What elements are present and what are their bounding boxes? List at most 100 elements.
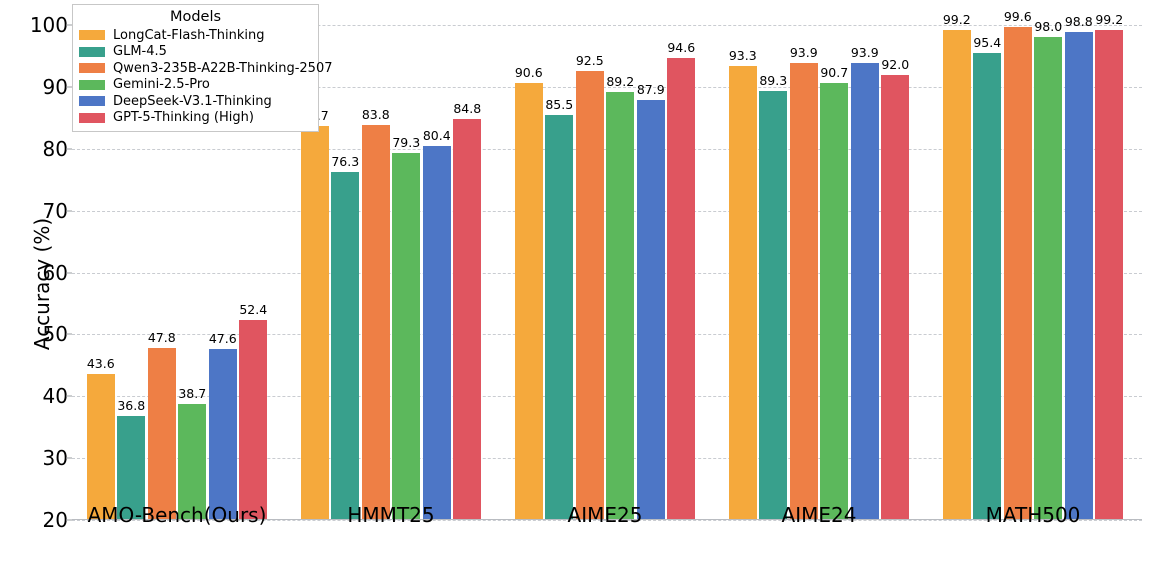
bar-item[interactable]: 89.2 [606,25,635,520]
bar-value-label: 90.7 [820,64,849,80]
y-tick-mark [66,519,72,521]
bar-item[interactable]: 99.2 [942,12,971,520]
bar-item[interactable]: 95.4 [973,25,1002,520]
bar[interactable] [820,82,849,520]
gridline [72,25,1142,26]
bar-value-label: 94.6 [667,40,696,56]
bar[interactable] [1034,37,1063,520]
bar[interactable] [881,74,910,520]
bar-item[interactable]: 92.0 [881,25,910,520]
bar-item[interactable]: 99.6 [1003,9,1032,520]
bar-item[interactable]: 83.7 [300,25,329,520]
bar[interactable] [514,83,543,520]
y-tick-mark [66,210,72,212]
bar-item[interactable]: 90.6 [514,25,543,520]
legend-label: DeepSeek-V3.1-Thinking [113,93,272,109]
legend-rows: LongCat-Flash-Thinking GLM-4.5 Qwen3-235B-… [79,27,333,127]
bar-item[interactable]: 90.7 [820,25,849,520]
legend-item[interactable]: Gemini-2.5-Pro [79,77,312,94]
bar-item[interactable]: 93.9 [850,25,879,520]
y-tick-label: 70 [42,198,68,223]
bar-item[interactable]: 52.4 [239,25,268,520]
bar[interactable] [545,114,574,520]
bar[interactable] [361,125,390,520]
bar[interactable] [973,53,1002,520]
bar-item[interactable]: 84.8 [453,25,482,520]
bar[interactable] [636,99,665,520]
legend-item[interactable]: GPT-5-Thinking (High) [79,110,312,127]
bar-value-label: 79.3 [392,135,421,151]
bar[interactable] [667,58,696,520]
bar-item[interactable]: 93.9 [789,25,818,520]
bar[interactable] [422,146,451,520]
bar-value-label: 89.2 [606,73,635,89]
legend-color-swatch [79,79,105,90]
bar[interactable] [606,91,635,520]
bar-item[interactable]: 47.8 [147,25,176,520]
bar-value-label: 93.3 [728,48,757,64]
bar-item[interactable]: 94.6 [667,25,696,520]
bar-value-label: 85.5 [545,96,574,112]
bar-item[interactable]: 76.3 [331,25,360,520]
y-tick-label: 20 [42,508,68,532]
bar-item[interactable]: 83.8 [361,25,390,520]
bar-value-label: 36.8 [117,398,146,414]
y-tick-mark [66,333,72,335]
gridline [72,520,1142,521]
bar-item[interactable]: 98.0 [1034,19,1063,520]
legend-label: Gemini-2.5-Pro [113,77,210,93]
legend-item[interactable]: GLM-4.5 [79,44,312,61]
bar-item[interactable]: 98.8 [1064,14,1093,520]
bar-item[interactable]: 80.4 [422,25,451,520]
bar-group: 93.3 89.3 93.9 90.7 93.9 92.0 [728,25,910,520]
bar[interactable] [1003,27,1032,520]
bar[interactable] [86,373,115,520]
bar-item[interactable]: 92.5 [575,25,604,520]
bar[interactable] [1095,29,1124,520]
legend-item[interactable]: Qwen3-235B-A22B-Thinking-2507 [79,60,333,77]
bar[interactable] [850,62,879,520]
bar[interactable] [789,62,818,520]
bar[interactable] [239,319,268,520]
bar[interactable] [1064,32,1093,520]
bar[interactable] [728,66,757,520]
x-tick-label: MATH500 [985,503,1081,527]
bar-item[interactable]: 93.3 [728,25,757,520]
bar-item[interactable]: 47.6 [208,25,237,520]
bar[interactable] [575,71,604,520]
bar[interactable] [331,171,360,520]
plot-area: 43.6 36.8 47.8 38.7 47.652.4 83.776.3 83.879.3… [72,9,1142,521]
bar[interactable] [453,119,482,520]
bar[interactable] [178,404,207,520]
x-axis-line [72,519,1142,520]
bar-item[interactable]: 99.2 [1095,12,1124,520]
x-tick-label: AIME24 [781,503,857,527]
bar[interactable] [759,91,788,520]
bar-item[interactable]: 85.5 [545,25,574,520]
bar-value-label: 89.3 [759,73,788,89]
bar[interactable] [300,125,329,520]
bar[interactable] [392,153,421,520]
bar-value-label: 52.4 [239,301,268,317]
bar-item[interactable]: 43.6 [86,25,115,520]
legend-label: LongCat-Flash-Thinking [113,27,265,43]
bar-value-label: 98.8 [1064,14,1093,30]
bar-value-label: 47.6 [208,331,237,347]
bar-item[interactable]: 79.3 [392,25,421,520]
bar[interactable] [147,348,176,520]
bar-item[interactable]: 89.3 [759,25,788,520]
legend-item[interactable]: LongCat-Flash-Thinking [79,27,312,44]
bar[interactable] [942,29,971,520]
legend-item[interactable]: DeepSeek-V3.1-Thinking [79,93,312,110]
legend-label: GPT-5-Thinking (High) [113,110,254,126]
bar[interactable] [117,416,146,520]
x-tick-label: HMMT25 [347,503,435,527]
bar[interactable] [208,349,237,520]
bar-value-label: 47.8 [147,330,176,345]
bar-item[interactable]: 36.8 [117,25,146,520]
legend-color-swatch [79,30,105,41]
y-tick-mark [66,272,72,273]
bar-item[interactable]: 87.9 [636,25,665,520]
bar-item[interactable]: 38.7 [178,25,207,520]
